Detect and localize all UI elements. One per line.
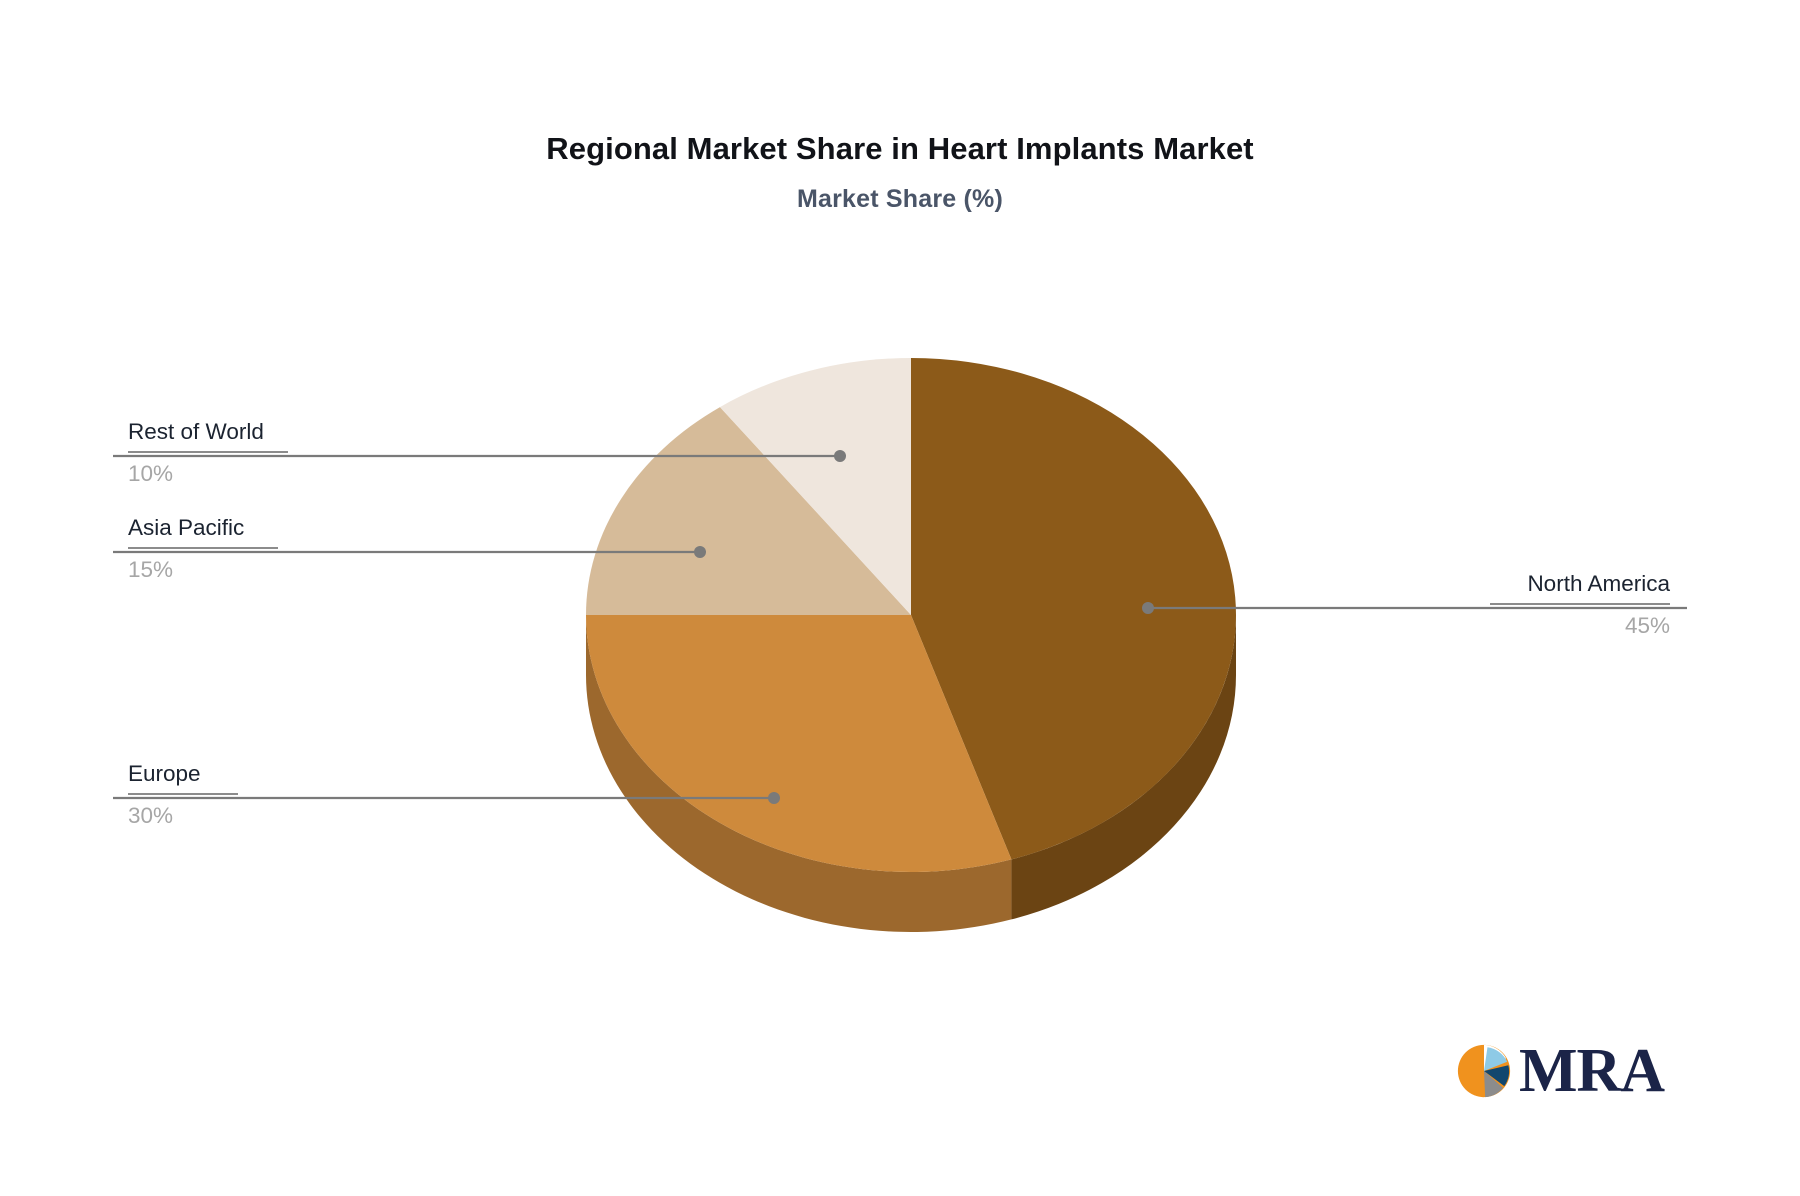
leader-dot-europe [768,792,780,804]
chart-subtitle: Market Share (%) [796,185,1004,214]
pie-slice-rest-of-world [719,358,911,615]
label-divider [128,547,278,550]
pie-depth-group [585,615,1236,932]
leader-lines-group [113,454,1687,800]
pie-chart-icon [1457,1044,1511,1098]
pie-slice-europe [585,615,1012,872]
slice-label-value: 15% [128,557,174,583]
slice-label-name: Asia Pacific [128,515,245,540]
pie-slice-side-europe [585,615,1012,932]
leader-dot-north-america [1142,602,1154,614]
slice-label-north-america: North America 45% [1490,570,1670,639]
label-divider [128,451,288,454]
slice-label-rest-of-world: Rest of World 10% [128,418,288,487]
label-divider [1490,603,1670,606]
pie-top-face-group [585,358,1236,872]
leader-dot-rest-of-world [834,450,846,462]
leader-dot-asia-pacific [694,546,706,558]
pie-slice-north-america [911,358,1236,860]
brand-logo: MRA [1455,1037,1665,1105]
page-title: Regional Market Share in Heart Implants … [546,131,1254,166]
logo-wordmark: MRA [1519,1037,1665,1105]
slice-label-name: Europe [128,761,201,786]
title-block: Regional Market Share in Heart Implants … [0,130,1800,214]
pie-slice-asia-pacific [586,407,911,615]
slice-label-name: Rest of World [128,419,264,444]
slice-label-name: North America [1527,571,1670,596]
label-divider [128,793,238,796]
slice-label-value: 45% [1624,613,1670,639]
slice-label-europe: Europe 30% [128,760,238,829]
leader-dots-group [694,450,1154,804]
slice-label-value: 10% [128,461,174,487]
pie-slice-side-north-america [1011,615,1236,920]
slice-label-asia-pacific: Asia Pacific 15% [128,514,278,583]
slice-label-value: 30% [128,803,174,829]
